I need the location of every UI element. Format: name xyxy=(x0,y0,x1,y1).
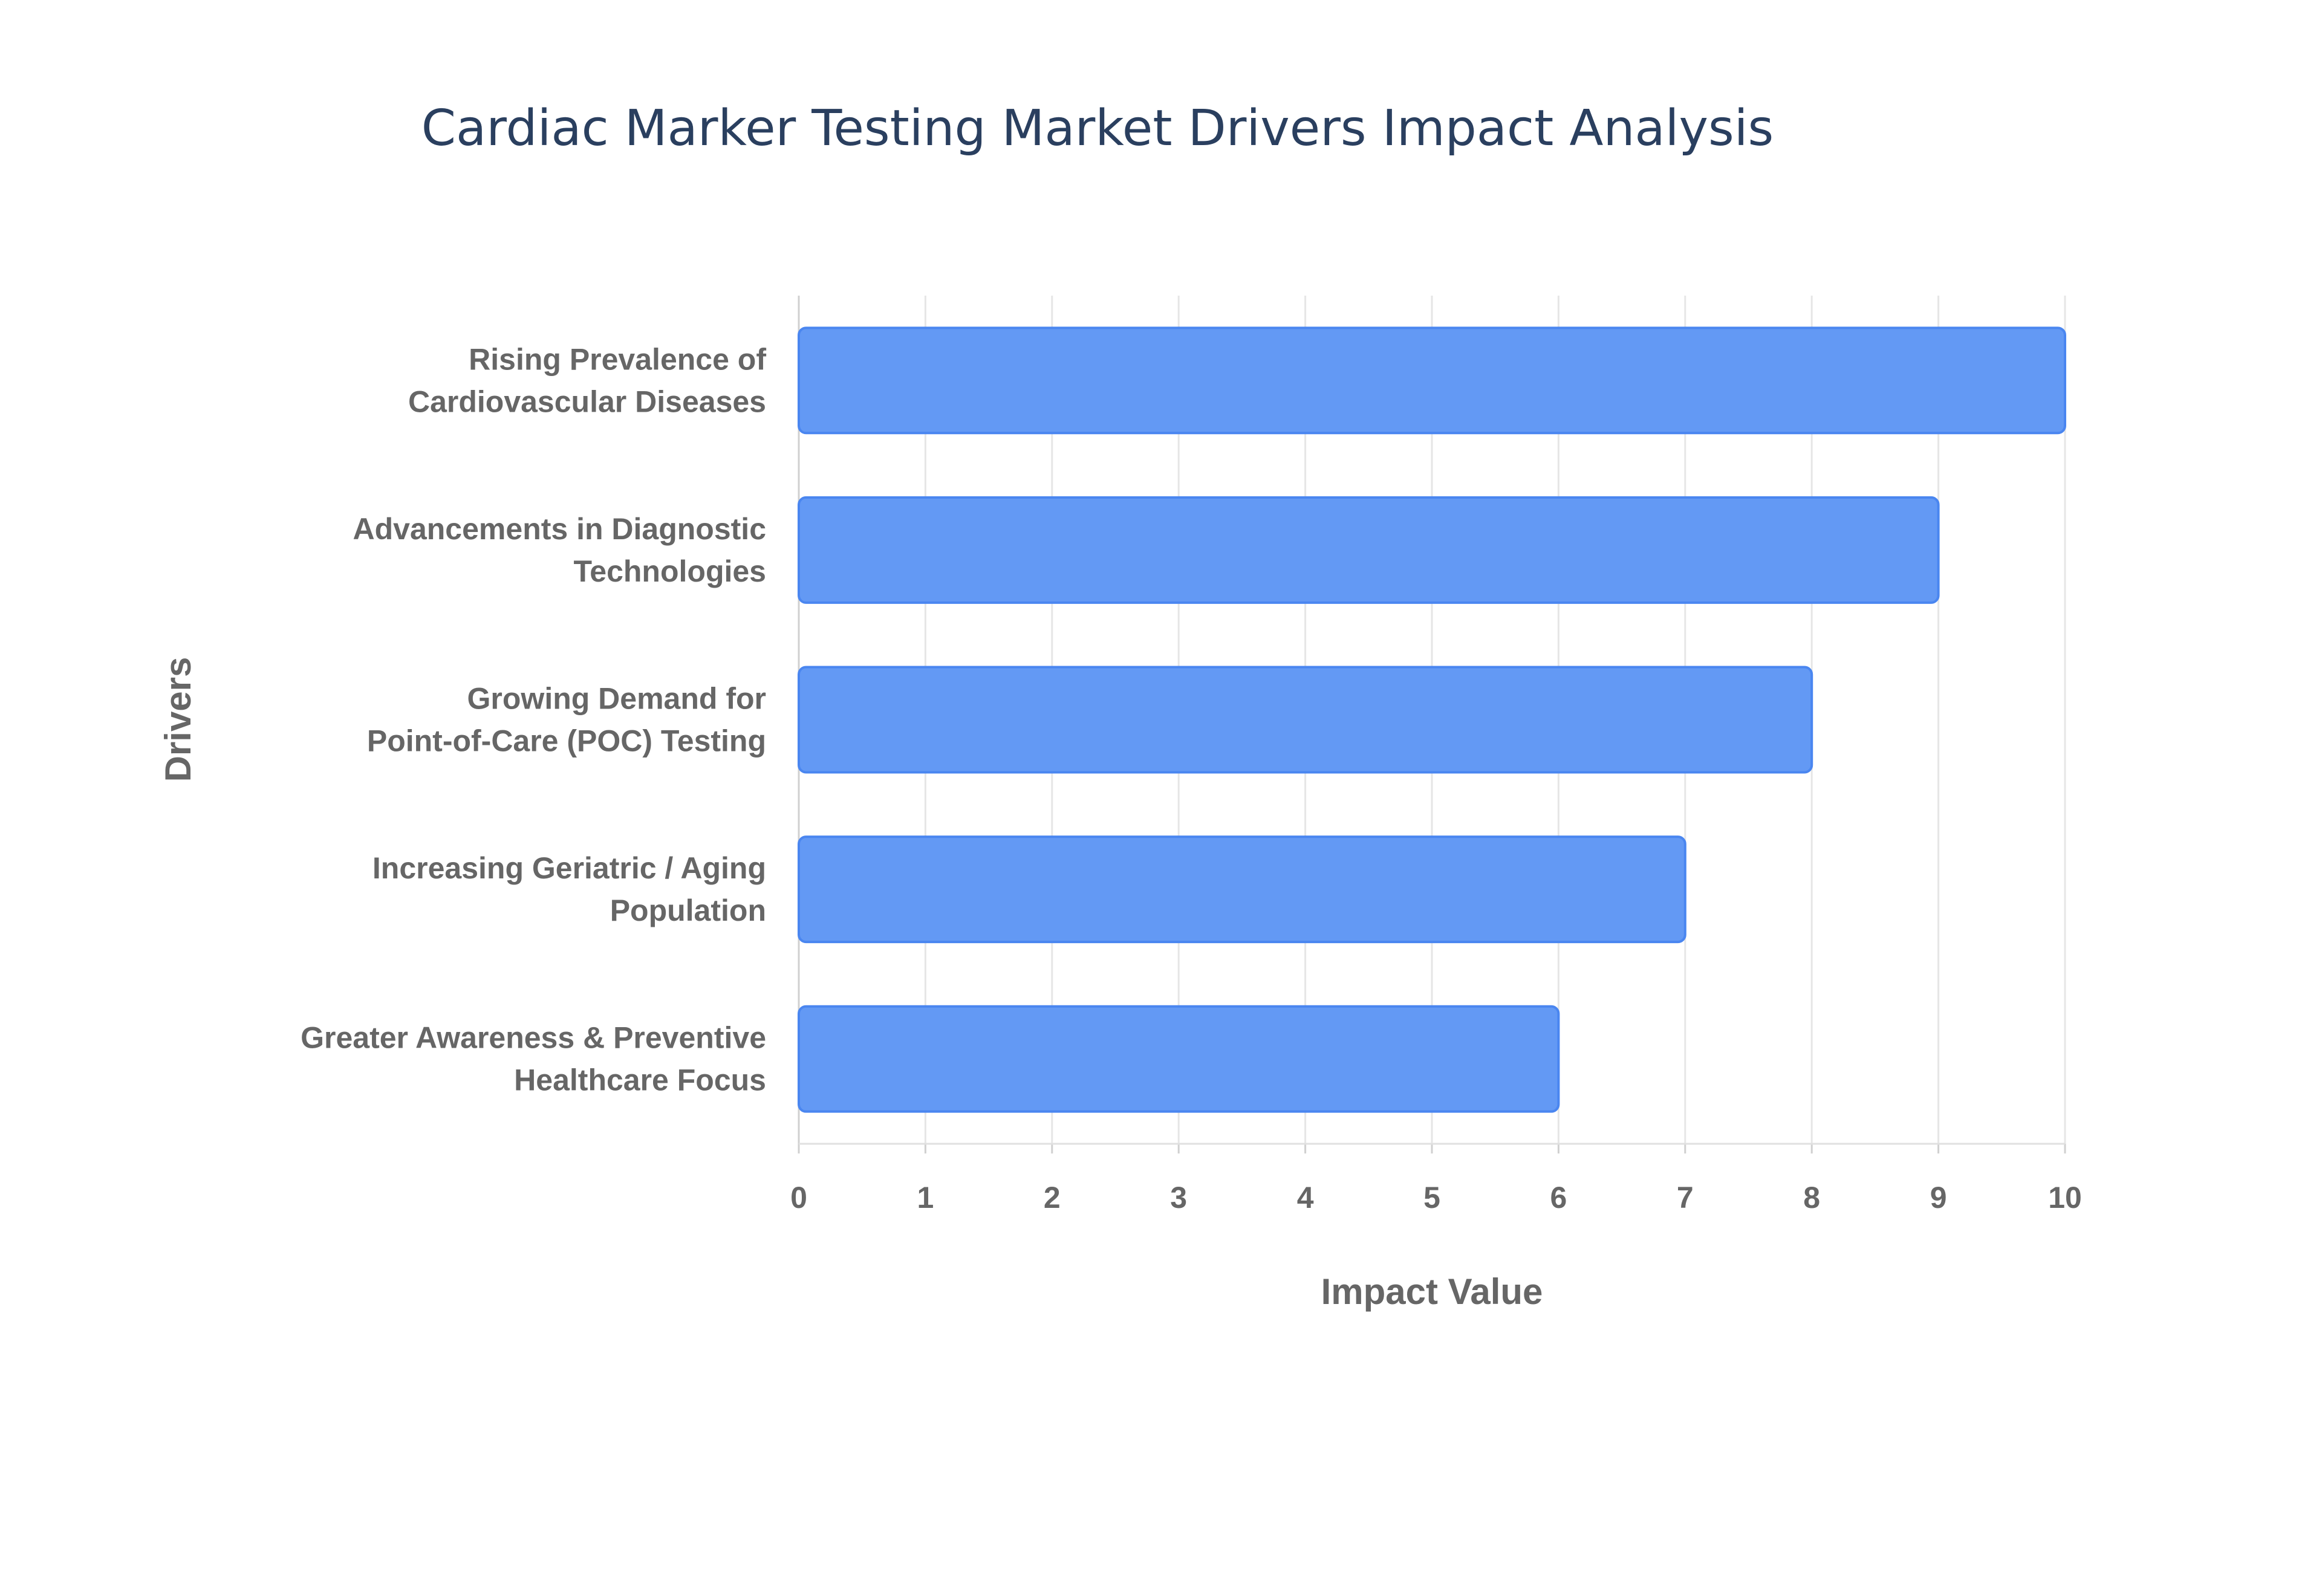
x-tick-label: 9 xyxy=(1930,1181,1947,1215)
x-tick-label: 5 xyxy=(1423,1181,1440,1215)
bar xyxy=(798,666,1813,774)
x-tick-label: 4 xyxy=(1297,1181,1314,1215)
category-label: Advancements in Diagnostic Technologies xyxy=(353,512,767,588)
x-tick-label: 10 xyxy=(2048,1181,2082,1215)
x-axis-title: Impact Value xyxy=(1321,1271,1543,1312)
x-tick-label: 2 xyxy=(1044,1181,1061,1215)
category-label: Growing Demand for Point-of-Care (POC) Te… xyxy=(367,682,766,758)
x-tick-label: 8 xyxy=(1803,1181,1820,1215)
x-tick-label: 7 xyxy=(1677,1181,1694,1215)
x-tick-label: 0 xyxy=(790,1181,807,1215)
chart-title: Cardiac Marker Testing Market Drivers Im… xyxy=(421,100,1774,157)
bar xyxy=(798,835,1686,944)
y-category-labels: Rising Prevalence of Cardiovascular Disea… xyxy=(301,342,766,1097)
bar xyxy=(798,496,1940,604)
y-axis-title: Drivers xyxy=(158,657,198,782)
bar xyxy=(798,326,2066,435)
x-tick-label: 3 xyxy=(1170,1181,1187,1215)
bar xyxy=(798,1005,1560,1113)
x-tick-labels: 0 1 2 3 4 5 6 7 8 9 10 xyxy=(790,1181,2082,1215)
category-label: Rising Prevalence of Cardiovascular Disea… xyxy=(408,342,766,418)
x-tick-label: 6 xyxy=(1550,1181,1567,1215)
bars xyxy=(798,326,2066,1113)
category-label: Increasing Geriatric / Aging Population xyxy=(372,851,766,927)
category-label: Greater Awareness & Preventive Healthcare… xyxy=(301,1021,766,1097)
x-tick-label: 1 xyxy=(917,1181,934,1215)
